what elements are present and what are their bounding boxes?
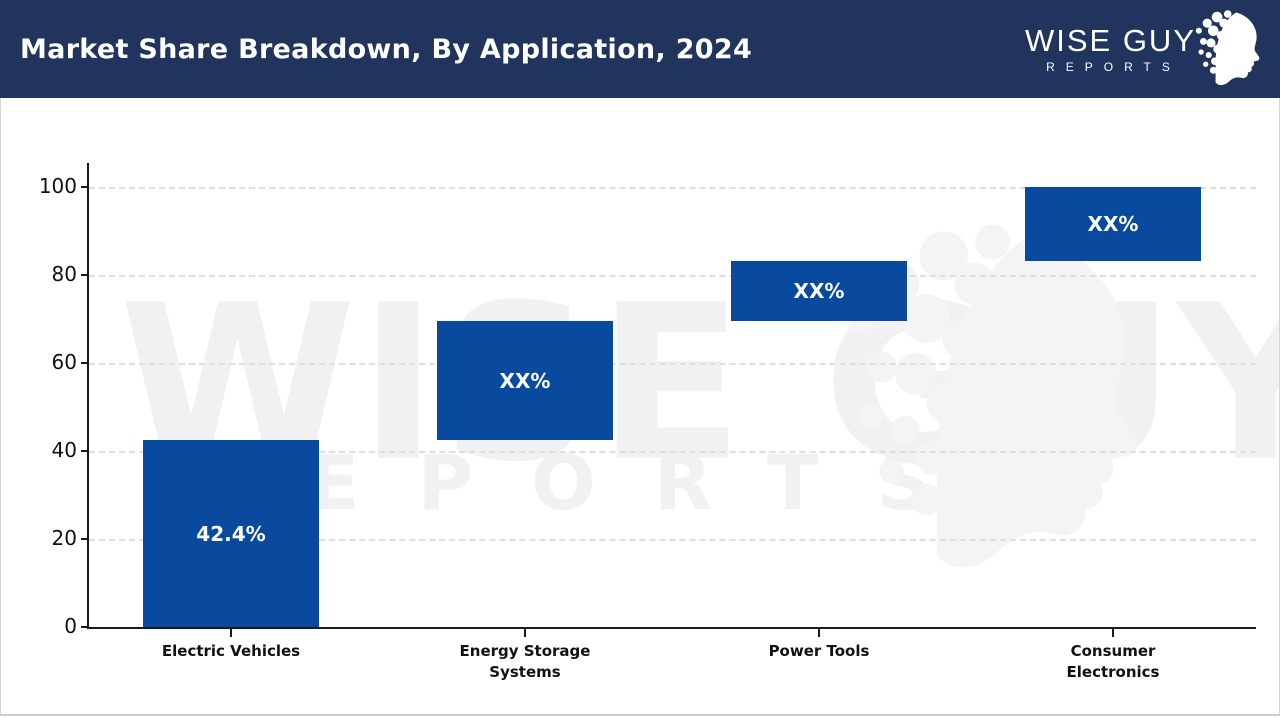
bar-value-label: 42.4% bbox=[196, 521, 266, 546]
x-axis bbox=[87, 627, 1256, 629]
page-title: Market Share Breakdown, By Application, … bbox=[20, 33, 753, 65]
brand-logo: WISE GUY REPORTS bbox=[1025, 0, 1268, 98]
x-tick bbox=[230, 629, 232, 637]
x-category-label: Electric Vehicles bbox=[161, 642, 301, 660]
chart-area: WISE GUY REPORTS 0 20 40 60 80 100 42.4% Electr… bbox=[0, 98, 1280, 716]
y-tick bbox=[81, 538, 89, 540]
y-tick-label: 60 bbox=[51, 350, 77, 374]
bar: XX% bbox=[1025, 187, 1201, 261]
bar-value-label: XX% bbox=[1087, 211, 1139, 236]
gridline bbox=[89, 187, 1256, 189]
x-category-label: Power Tools bbox=[768, 642, 870, 660]
bar: 42.4% bbox=[143, 440, 319, 627]
y-tick-label: 40 bbox=[51, 438, 77, 462]
x-tick bbox=[818, 629, 820, 637]
x-category-label: Energy Storage Systems bbox=[459, 642, 591, 681]
bar: XX% bbox=[437, 320, 613, 441]
y-axis bbox=[87, 163, 89, 629]
y-tick-label: 0 bbox=[64, 614, 77, 638]
header: Market Share Breakdown, By Application, … bbox=[0, 0, 1280, 98]
y-tick bbox=[81, 362, 89, 364]
gridline bbox=[89, 363, 1256, 365]
brand-wordmark: WISE GUY REPORTS bbox=[1024, 22, 1196, 74]
x-tick bbox=[1112, 629, 1114, 637]
y-tick bbox=[81, 450, 89, 452]
gridline bbox=[89, 275, 1256, 277]
y-tick bbox=[81, 274, 89, 276]
y-tick-label: 100 bbox=[38, 174, 77, 198]
bar-value-label: XX% bbox=[499, 368, 551, 393]
brand-name: WISE GUY bbox=[1024, 22, 1196, 58]
x-tick bbox=[524, 629, 526, 637]
gridline bbox=[89, 539, 1256, 541]
brand-subtitle: REPORTS bbox=[1046, 59, 1181, 74]
bar-value-label: XX% bbox=[793, 278, 845, 303]
brand-head-icon bbox=[1195, 10, 1260, 86]
x-category-label: Consumer Electronics bbox=[1066, 642, 1160, 681]
bar: XX% bbox=[731, 260, 907, 321]
y-tick-label: 20 bbox=[51, 526, 77, 550]
y-tick-label: 80 bbox=[51, 262, 77, 286]
y-tick bbox=[81, 186, 89, 188]
gridline bbox=[89, 451, 1256, 453]
y-tick bbox=[81, 626, 89, 628]
